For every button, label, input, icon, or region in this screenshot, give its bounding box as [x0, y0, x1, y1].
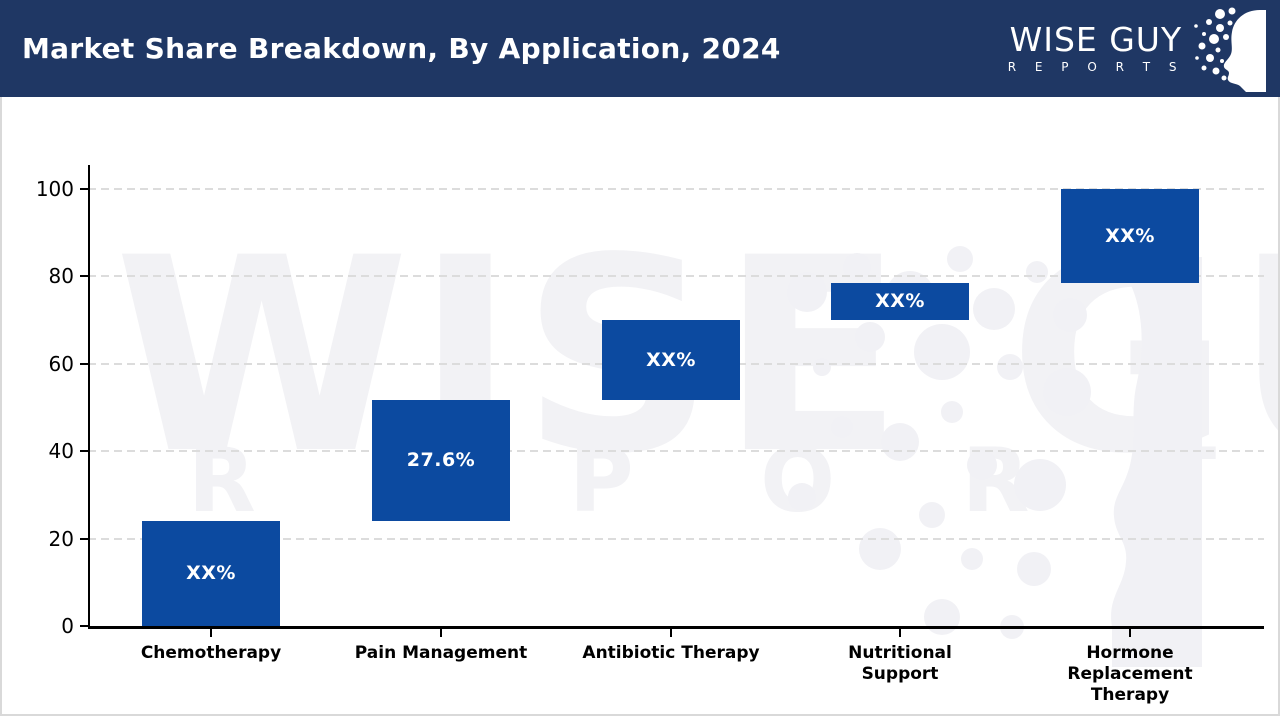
- y-axis-tick-label: 0: [61, 614, 74, 638]
- bar-antibiotic-therapy: XX%: [602, 319, 740, 400]
- x-axis-tick-antibiotic-therapy: [670, 629, 672, 637]
- x-axis-tick-nutritional-support: [899, 629, 901, 637]
- y-axis-tick-label: 80: [48, 264, 74, 288]
- bar-value-label: XX%: [646, 348, 696, 371]
- logo-text: WISE GUY R E P O R T S: [1007, 19, 1184, 75]
- x-axis-category-label: Pain Management: [354, 643, 528, 663]
- x-axis-category-label: Antibiotic Therapy: [582, 643, 760, 663]
- dotted-head-icon: [1194, 7, 1266, 92]
- logo-secondary-text: R E P O R T S: [1007, 60, 1184, 75]
- x-axis-tick-hormone-replacement-therapy: [1129, 629, 1131, 637]
- logo-primary-text: WISE GUY: [1009, 19, 1183, 59]
- x-axis-tick-pain-management: [440, 629, 442, 637]
- header-bar: Market Share Breakdown, By Application, …: [0, 0, 1280, 97]
- y-axis-line: [88, 165, 90, 629]
- bar-nutritional-support: XX%: [831, 282, 969, 320]
- bar-hormone-replacement-therapy: XX%: [1061, 188, 1199, 283]
- gridline-20: [88, 537, 1264, 540]
- gridline-40: [88, 450, 1264, 452]
- page-title: Market Share Breakdown, By Application, …: [22, 32, 781, 65]
- y-axis-tick-20: [80, 537, 88, 540]
- x-axis-category-label: Chemotherapy: [140, 643, 282, 663]
- watermark-dotted-head: [787, 246, 1202, 667]
- bar-value-label: 27.6%: [406, 449, 476, 472]
- bar-pain-management: 27.6%: [372, 399, 510, 521]
- x-axis-tick-chemotherapy: [210, 629, 212, 637]
- y-axis-tick-80: [80, 275, 88, 277]
- wise-guy-logo: WISE GUY R E P O R T S: [1008, 6, 1266, 92]
- x-axis-category-label: Hormone Replacement Therapy: [1067, 643, 1193, 705]
- watermark-secondary: R E P O R T S: [188, 429, 1278, 532]
- y-axis-tick-label: 100: [35, 176, 74, 201]
- y-axis-tick-label: 40: [48, 439, 74, 463]
- y-axis-tick-40: [80, 450, 88, 452]
- bar-value-label: XX%: [1105, 224, 1155, 247]
- y-axis-tick-100: [80, 187, 88, 190]
- bar-value-label: XX%: [875, 290, 925, 313]
- gridline-80: [88, 275, 1264, 277]
- x-axis-category-label: Nutritional Support: [848, 643, 952, 684]
- gridline-100: [88, 187, 1264, 190]
- y-axis-tick-0: [80, 625, 88, 627]
- bar-value-label: XX%: [186, 562, 236, 585]
- bar-chemotherapy: XX%: [142, 520, 280, 626]
- x-axis-line: [88, 626, 1264, 629]
- y-axis-tick-60: [80, 362, 88, 365]
- y-axis-tick-label: 20: [48, 526, 74, 551]
- chart-canvas: WISE GUY R E P O R T S 020406080100XX%Ch…: [0, 97, 1280, 716]
- y-axis-tick-label: 60: [48, 351, 74, 376]
